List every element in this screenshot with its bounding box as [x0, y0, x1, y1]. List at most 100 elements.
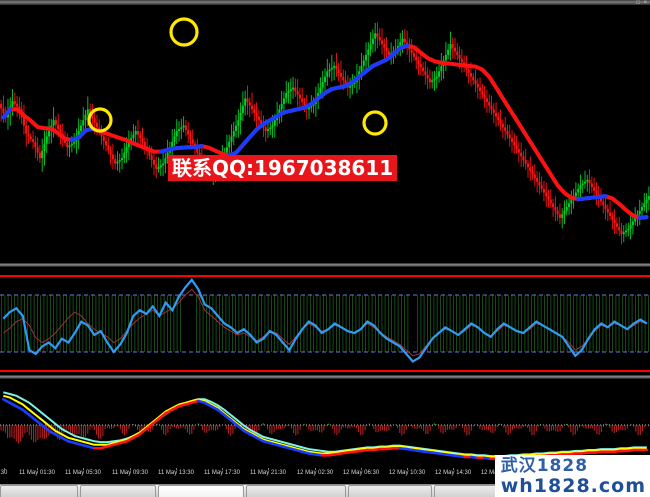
time-axis-label: 11 May 09:30 [112, 470, 148, 476]
candle-body [476, 83, 479, 88]
panel-divider-1[interactable] [0, 263, 650, 267]
candle-body [79, 125, 82, 131]
candle-body [360, 65, 363, 72]
candle-body [374, 33, 377, 39]
candle-body [16, 103, 19, 107]
candle-body [483, 94, 486, 99]
candle-body [435, 76, 438, 79]
candle-body [344, 80, 347, 84]
panel-divider-2[interactable] [0, 375, 650, 379]
candle-body [620, 230, 623, 235]
time-axis-tickmark [361, 468, 362, 470]
macd-fast-segment [151, 417, 161, 426]
candle-body [517, 149, 520, 153]
macd-fast-segment [158, 411, 168, 420]
candle-body [18, 106, 21, 110]
candle-body [333, 65, 336, 68]
candle-body [586, 179, 589, 182]
time-axis-tickmark [407, 468, 408, 470]
candle-body [48, 131, 51, 137]
candle-body [198, 152, 201, 157]
candle-body [244, 98, 247, 106]
candle-body [323, 76, 327, 83]
window-control-buttons[interactable]: _ □ × [629, 0, 648, 6]
candle-body [611, 216, 614, 220]
candle-body [246, 98, 249, 103]
candle-body [271, 125, 274, 128]
candle-body [531, 170, 534, 175]
candle-body [590, 183, 593, 188]
candle-body [308, 107, 311, 110]
candle-body [239, 112, 242, 121]
candle-body [499, 120, 502, 124]
macd-panel[interactable] [0, 383, 650, 468]
ma-segment-up [69, 126, 95, 142]
candle-body [178, 129, 181, 131]
candle-body [558, 214, 561, 218]
ma-segment-up [227, 43, 410, 158]
candle-body [68, 145, 71, 148]
candle-body [13, 101, 16, 104]
candle-body [556, 210, 559, 215]
candle-body [358, 71, 361, 77]
oscillator-panel[interactable] [0, 272, 650, 375]
candle-body [130, 138, 133, 142]
time-axis-tickmark [268, 468, 269, 470]
candle-body [458, 55, 461, 59]
candle-body [43, 143, 46, 151]
macd-histogram [0, 423, 650, 444]
candle-body [255, 112, 258, 117]
candle-body [520, 152, 523, 157]
candle-body [536, 178, 539, 182]
brand-watermark: 武汉1828 wh1828.com [494, 455, 650, 497]
signal-circle-sell-signal[interactable] [362, 110, 388, 136]
candle-body [640, 207, 644, 211]
candle-body [353, 82, 356, 84]
candle-body [125, 147, 128, 153]
candle-body [253, 109, 256, 113]
candle-body [401, 38, 404, 43]
candle-body [540, 185, 543, 189]
candle-body [351, 83, 354, 86]
candle-body [105, 140, 108, 146]
candle-body [2, 108, 5, 113]
signal-circle-sell-signal[interactable] [169, 17, 199, 47]
candle-body [319, 87, 322, 93]
price-chart-svg [0, 17, 650, 245]
candle-body [292, 87, 295, 90]
chart-tab-bar[interactable] [0, 484, 650, 497]
candle-body [595, 190, 598, 195]
candle-body [472, 76, 475, 81]
candle-body [241, 105, 244, 113]
chart-tab[interactable] [0, 485, 78, 497]
signal-circle-buy-signal[interactable] [87, 107, 113, 133]
candle-body [38, 152, 41, 159]
candle-body [579, 185, 582, 189]
candle-body [545, 192, 548, 197]
candle-body [629, 225, 632, 229]
chart-tab[interactable] [246, 485, 346, 497]
price-chart-panel[interactable] [0, 5, 650, 263]
candle-body [70, 143, 73, 146]
candle-body [542, 188, 545, 193]
candle-body [604, 205, 607, 209]
macd-slow-line [3, 391, 647, 458]
candle-body [501, 123, 504, 128]
candle-body [549, 199, 552, 204]
candle-body [561, 214, 564, 218]
macd-fast-segment [27, 413, 38, 422]
chart-tab[interactable] [158, 485, 244, 497]
candle-body [410, 49, 413, 54]
candle-body [148, 150, 151, 156]
chart-tab[interactable] [80, 485, 156, 497]
candle-body [100, 131, 103, 137]
candle-body [497, 116, 500, 121]
window-title-bar: _ □ × [0, 0, 650, 6]
signal-circle-group[interactable] [87, 17, 388, 136]
chart-tab[interactable] [348, 485, 432, 497]
candle-body [365, 55, 368, 61]
candle-body [552, 203, 555, 207]
candle-body [102, 136, 105, 141]
candle-body [330, 67, 333, 70]
candle-body [237, 120, 240, 126]
